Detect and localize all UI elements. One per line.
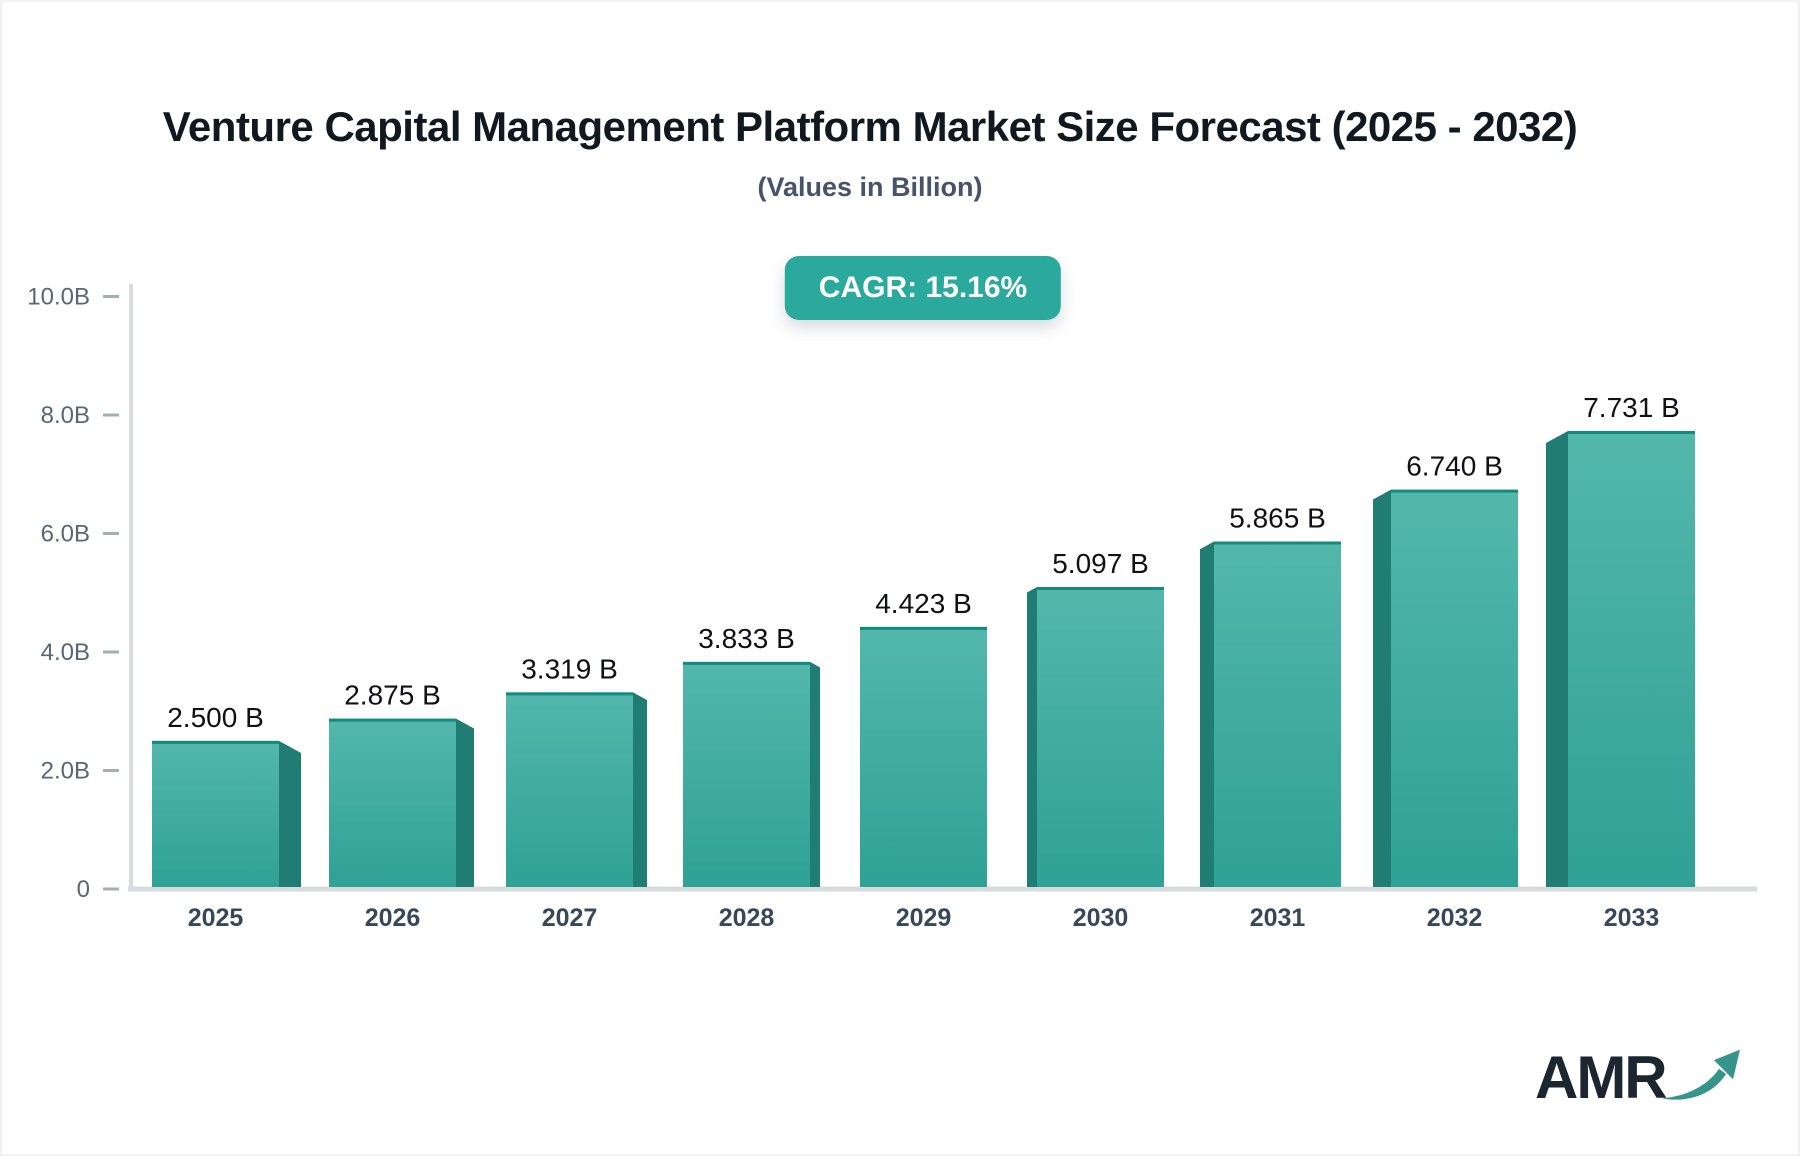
bar-value-label: 5.865 B xyxy=(1229,502,1326,533)
bar-side-2027 xyxy=(633,692,647,887)
bar-side-2028 xyxy=(810,661,820,887)
x-tick-label: 2033 xyxy=(1604,904,1660,932)
chart-title: Venture Capital Management Platform Mark… xyxy=(162,103,1578,150)
y-tick-label: 8.0B xyxy=(41,402,90,429)
y-tick-label: 0 xyxy=(77,876,90,903)
bar-2025 xyxy=(152,740,279,887)
x-tick-label: 2026 xyxy=(365,904,421,932)
amr-logo: AMR xyxy=(1535,1042,1740,1108)
bar-value-label: 3.319 B xyxy=(521,653,618,684)
x-tick-label: 2025 xyxy=(188,904,244,932)
bar-2031 xyxy=(1214,541,1341,887)
bar-2028 xyxy=(683,661,810,887)
bar-value-label: 2.875 B xyxy=(344,680,441,711)
bar-value-label: 2.500 B xyxy=(167,702,264,733)
bar-side-2031 xyxy=(1200,541,1214,887)
cagr-badge: CAGR: 15.16% xyxy=(784,256,1062,320)
bar-side-2033 xyxy=(1546,430,1568,887)
x-tick-label: 2028 xyxy=(719,904,775,932)
bar-2032 xyxy=(1391,489,1518,887)
bar-value-label: 5.097 B xyxy=(1052,548,1149,579)
y-tick-label: 6.0B xyxy=(41,521,90,548)
bar-side-2032 xyxy=(1373,489,1391,887)
bar-2029 xyxy=(860,626,987,887)
y-tick-label: 2.0B xyxy=(41,758,90,785)
bar-2027 xyxy=(506,692,633,887)
x-tick-label: 2032 xyxy=(1427,904,1483,932)
y-tick-label: 4.0B xyxy=(41,639,90,666)
growth-arrow-icon xyxy=(1661,1049,1740,1100)
x-tick-label: 2030 xyxy=(1073,904,1129,932)
bar-value-label: 6.740 B xyxy=(1406,451,1503,482)
y-tick-label: 10.0B xyxy=(27,284,90,311)
bar-value-label: 7.731 B xyxy=(1583,392,1680,423)
x-tick-label: 2031 xyxy=(1250,904,1306,932)
x-tick-label: 2027 xyxy=(542,904,598,932)
bar-side-2025 xyxy=(279,740,301,887)
bar-2033 xyxy=(1568,430,1695,887)
chart-subtitle: (Values in Billion) xyxy=(757,172,983,202)
bar-2030 xyxy=(1037,587,1164,887)
bar-2026 xyxy=(329,718,456,887)
bar-side-2026 xyxy=(456,718,474,887)
bar-side-2030 xyxy=(1027,587,1037,887)
amr-logo-text: AMR xyxy=(1535,1044,1668,1111)
x-tick-label: 2029 xyxy=(896,904,952,932)
bar-value-label: 4.423 B xyxy=(875,588,972,619)
bar-value-label: 3.833 B xyxy=(698,623,795,654)
